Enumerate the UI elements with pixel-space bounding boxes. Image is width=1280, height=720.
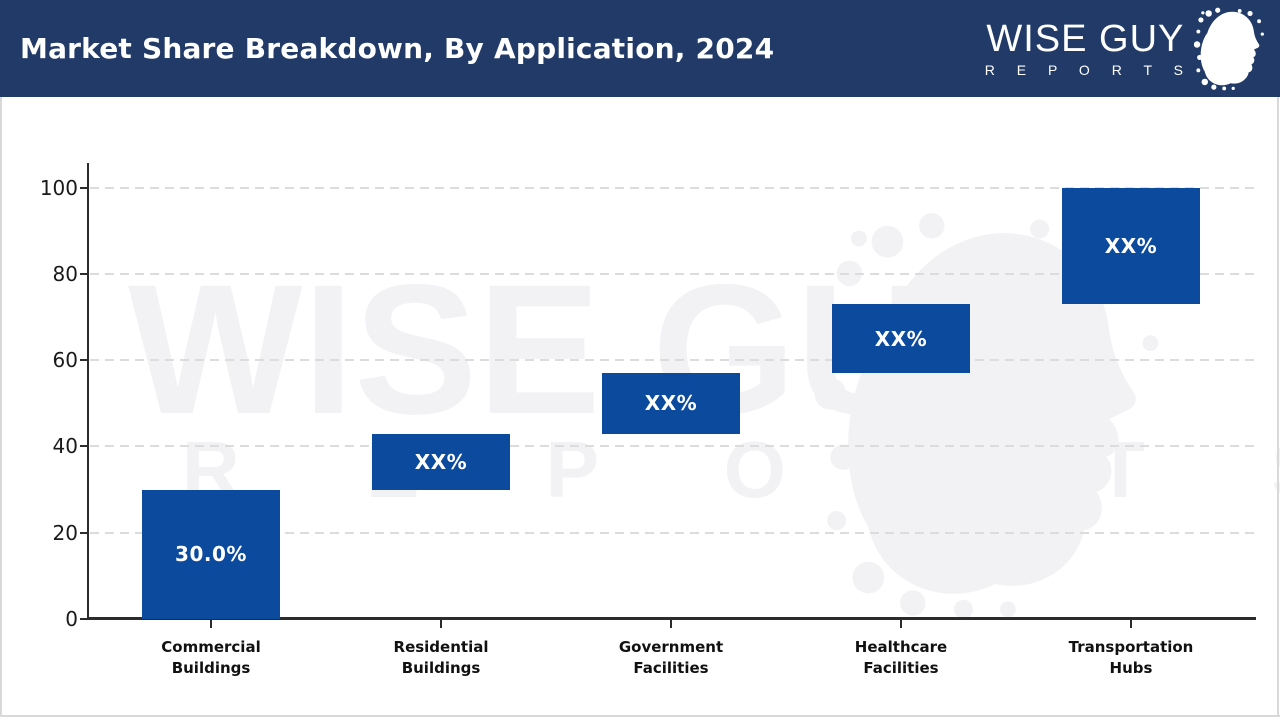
bar-value-label: XX% [1104,233,1158,258]
x-category-label-line: Hubs [1109,659,1153,677]
page-title: Market Share Breakdown, By Application, … [20,32,775,65]
x-category-label-line: Buildings [401,659,481,677]
panel-border-right [1277,97,1279,717]
y-tick-mark [80,618,88,620]
y-axis-line [87,163,89,619]
panel-border-left [0,97,2,717]
x-category-label-line: Government [618,638,724,656]
x-category-label: Transportation Hubs [1021,637,1241,679]
x-category-label-line: Residential [393,638,489,656]
gridline-y-80 [90,272,1255,275]
gridline-y-60 [90,359,1255,362]
bar-value-label: XX% [874,326,928,351]
x-category-label: Healthcare Facilities [791,637,1011,679]
waterfall-bar: 30.0% [142,489,280,619]
y-tick-mark [80,531,88,534]
gridline-y-100 [90,186,1255,189]
y-tick-mark [80,359,88,362]
x-category-label-line: Facilities [633,659,709,677]
y-tick-mark [80,186,88,189]
y-tick-label: 100 [39,175,78,200]
x-tick-mark [670,620,672,628]
waterfall-bar: XX% [832,304,970,374]
panel-border-bottom [0,715,1280,717]
x-tick-mark [440,620,442,628]
y-tick-label: 40 [52,434,78,459]
bar-value-label: XX% [644,391,698,416]
x-category-label-line: Transportation [1068,638,1194,656]
x-category-label: Residential Buildings [331,637,551,679]
y-tick-label: 0 [65,607,78,631]
y-tick-mark [80,272,88,275]
x-category-label: Government Facilities [561,637,781,679]
logo-subtitle: R E P O R T S [984,61,1192,78]
x-tick-mark [1130,620,1132,628]
wise-guy-logo: WISE GUY R E P O R T S [979,7,1266,91]
gridline-y-40 [90,445,1255,448]
bar-value-label: XX% [414,449,468,474]
x-category-label-line: Commercial [161,638,261,656]
y-tick-label: 60 [52,348,78,373]
logo-text: WISE GUY R E P O R T S [979,20,1192,78]
bar-value-label: 30.0% [175,542,247,567]
logo-wordmark: WISE GUY [986,17,1185,60]
waterfall-bar: XX% [372,433,510,490]
x-category-label: Commercial Buildings [101,637,321,679]
y-tick-label: 20 [52,520,78,545]
waterfall-bar: XX% [602,373,740,434]
y-tick-label: 80 [52,261,78,286]
x-tick-mark [900,620,902,628]
y-tick-mark [80,445,88,448]
x-tick-mark [210,620,212,628]
x-category-label-line: Healthcare [854,638,948,656]
logo-head-icon [1194,7,1266,91]
gridline-y-20 [90,531,1255,534]
x-category-label-line: Buildings [171,659,251,677]
x-axis-line [87,617,1256,620]
x-category-label-line: Facilities [863,659,939,677]
chart-plot-area: 0 20 40 60 80 100 30.0% Commercial Buildings XX% R… [0,97,1280,720]
header-bar: Market Share Breakdown, By Application, … [0,0,1280,97]
waterfall-bar: XX% [1062,187,1200,305]
